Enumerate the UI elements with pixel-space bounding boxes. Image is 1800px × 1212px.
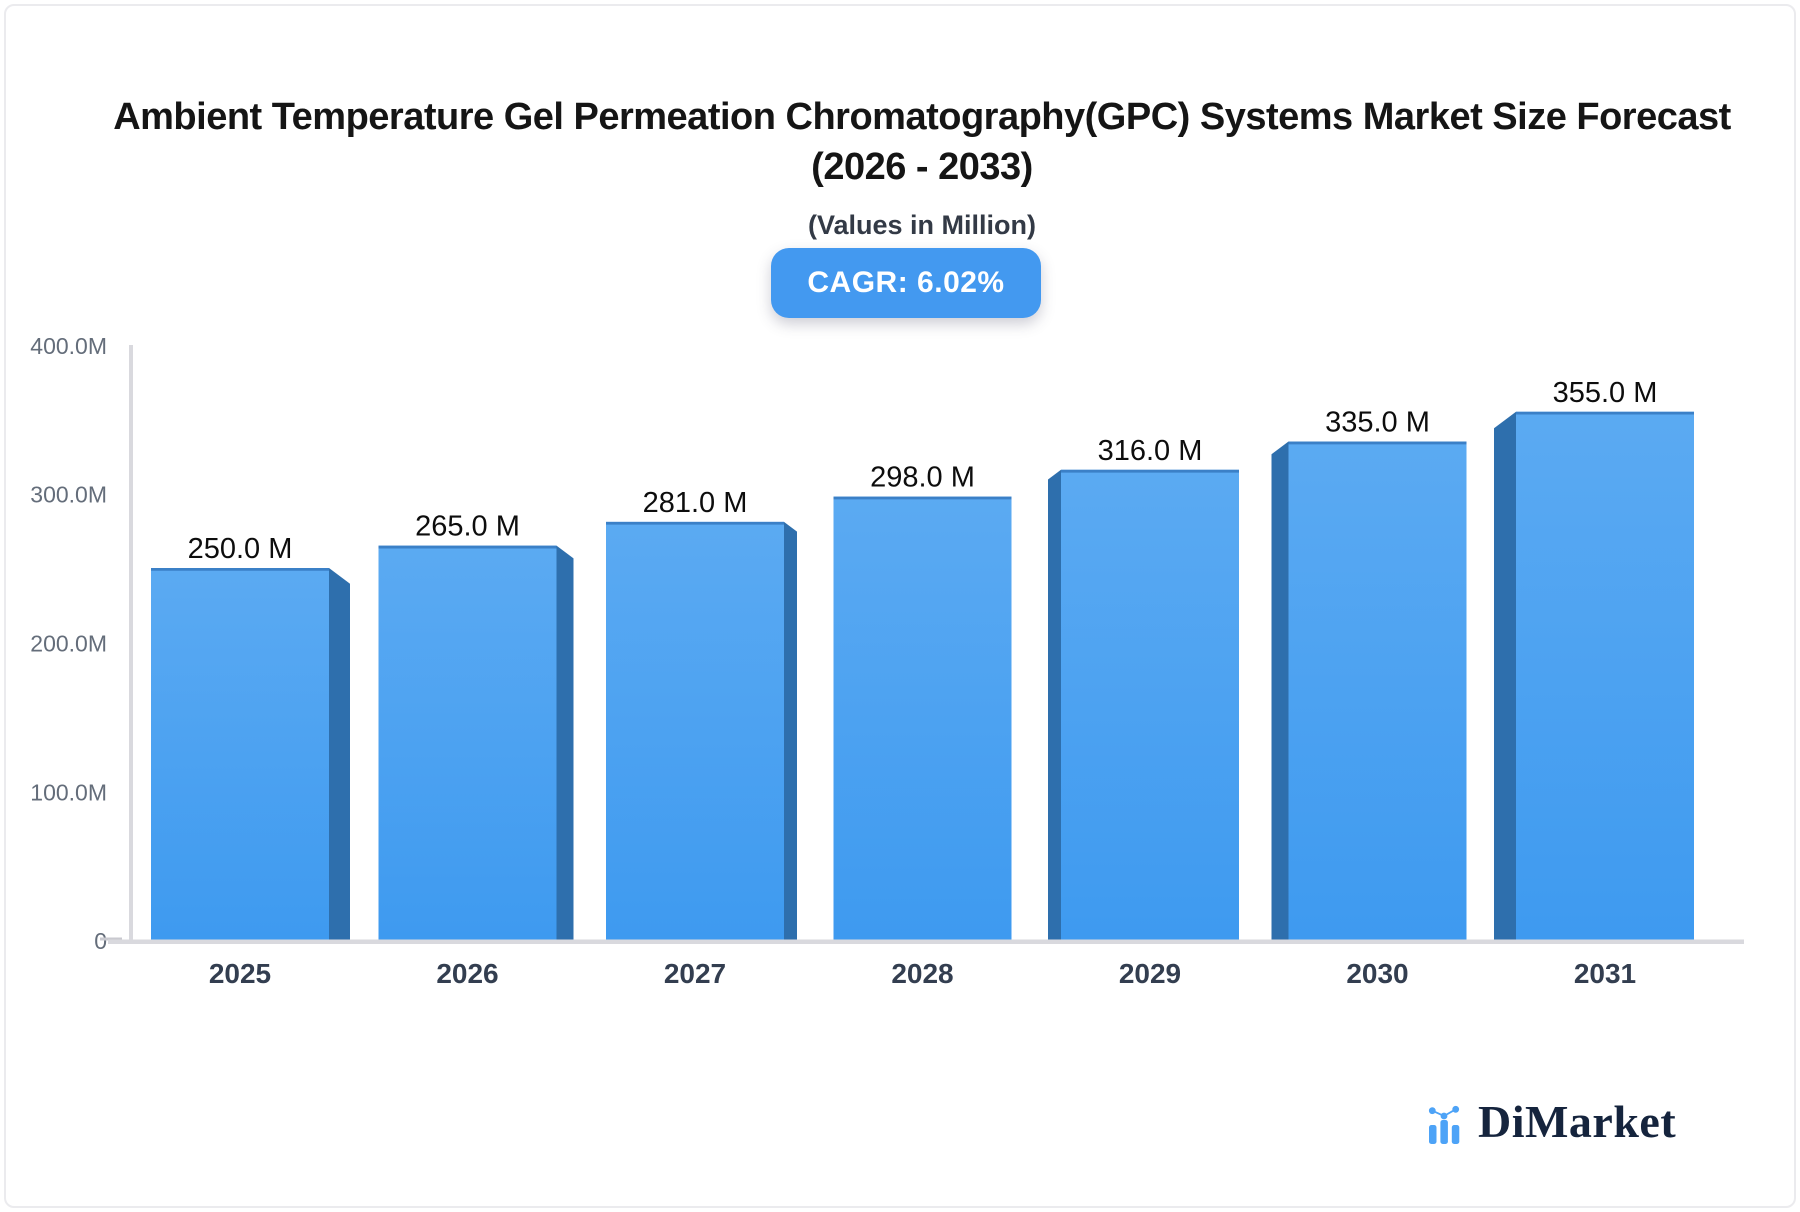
chart-subtitle: (Values in Million) bbox=[807, 210, 1037, 240]
x-axis-tick-label: 2027 bbox=[664, 958, 726, 989]
x-axis-tick-label: 2025 bbox=[209, 958, 271, 989]
bar-value-label: 355.0 M bbox=[1553, 377, 1658, 409]
bar-2028 bbox=[833, 496, 1012, 940]
bar-2025 bbox=[151, 568, 329, 940]
chart-title: Ambient Temperature Gel Permeation Chrom… bbox=[113, 96, 1731, 188]
x-axis-tick-label: 2028 bbox=[891, 958, 953, 989]
y-axis-tick-label: 100.0M bbox=[30, 779, 107, 805]
bar-side-face bbox=[556, 545, 574, 940]
x-axis-line bbox=[108, 939, 1744, 944]
x-axis-tick-label: 2029 bbox=[1119, 958, 1181, 989]
y-axis-line bbox=[129, 345, 133, 940]
bar-value-label: 316.0 M bbox=[1098, 435, 1203, 467]
bar-side-face bbox=[784, 521, 797, 940]
bar-side-face bbox=[1494, 411, 1516, 940]
bar-side-face bbox=[1048, 469, 1061, 940]
dimarket-logo: DiMarket bbox=[1424, 1098, 1676, 1146]
y-axis-tick-label: 0 bbox=[94, 928, 107, 954]
bar-value-label: 335.0 M bbox=[1325, 407, 1430, 439]
y-axis-tick-label: 200.0M bbox=[30, 630, 107, 656]
chart-header: Ambient Temperature Gel Permeation Chrom… bbox=[72, 92, 1772, 318]
dimarket-logo-text: DiMarket bbox=[1478, 1096, 1677, 1147]
y-axis-tick-label: 400.0M bbox=[30, 333, 107, 359]
x-axis-tick-label: 2030 bbox=[1346, 958, 1408, 989]
bar-value-label: 250.0 M bbox=[188, 533, 293, 565]
bar-value-label: 298.0 M bbox=[870, 462, 975, 494]
y-axis-tick-label: 300.0M bbox=[30, 482, 107, 508]
bar-side-face bbox=[329, 568, 350, 940]
bar-2027 bbox=[606, 521, 784, 940]
dimarket-logo-icon bbox=[1428, 1105, 1460, 1144]
cagr-badge: CAGR: 6.02% bbox=[771, 248, 1041, 318]
bar-value-label: 265.0 M bbox=[415, 511, 520, 543]
bar-value-label: 281.0 M bbox=[643, 487, 748, 519]
cagr-badge-row: CAGR: 6.02% bbox=[72, 248, 1772, 318]
bar-2029 bbox=[1061, 469, 1239, 940]
x-axis-tick-label: 2026 bbox=[436, 958, 498, 989]
bar-2026 bbox=[378, 545, 557, 940]
bar-2031 bbox=[1516, 411, 1694, 940]
bar-side-face bbox=[1271, 441, 1289, 940]
x-axis-tick-label: 2031 bbox=[1574, 958, 1636, 989]
bar-2030 bbox=[1288, 441, 1467, 940]
